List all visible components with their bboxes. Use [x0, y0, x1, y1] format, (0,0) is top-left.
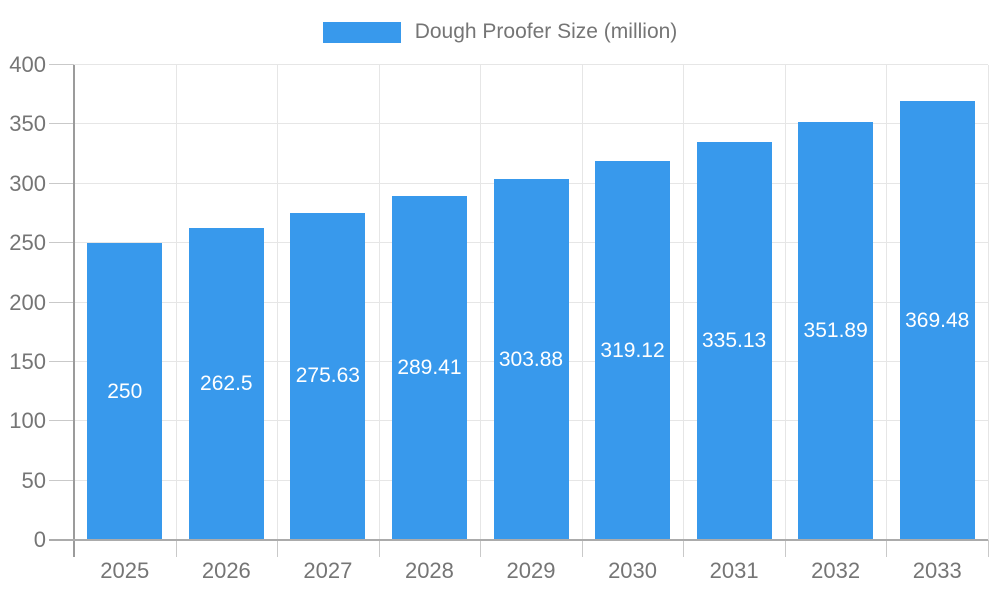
y-axis-label: 300 [9, 170, 46, 196]
y-tick [49, 123, 74, 125]
bar[interactable] [391, 196, 467, 540]
y-axis-label: 50 [21, 467, 46, 493]
x-tick [176, 540, 177, 557]
bar[interactable] [899, 101, 975, 540]
x-tick [988, 540, 989, 557]
y-tick [49, 301, 74, 303]
x-tick [886, 540, 887, 557]
x-axis-label: 2032 [811, 558, 861, 583]
bar-value-label: 369.48 [905, 308, 970, 332]
bar[interactable] [595, 161, 671, 540]
x-tick [683, 540, 684, 557]
bar[interactable] [188, 228, 264, 540]
x-tick [277, 540, 278, 557]
bar-value-label: 351.89 [803, 319, 868, 343]
x-gridline [582, 65, 583, 540]
y-axis-label: 250 [9, 230, 46, 256]
bar-value-label: 303.88 [498, 347, 564, 371]
y-axis-label: 100 [9, 408, 46, 434]
x-axis-label: 2030 [608, 558, 658, 583]
y-gridline [74, 123, 988, 125]
x-axis-label: 2028 [404, 558, 454, 583]
y-axis-label: 200 [9, 289, 46, 315]
y-tick [49, 242, 74, 244]
bar-value-label: 289.41 [397, 356, 462, 380]
x-gridline [480, 65, 481, 540]
y-axis-label: 350 [9, 111, 46, 137]
bar[interactable] [87, 243, 163, 540]
x-tick [480, 540, 481, 557]
x-gridline [785, 65, 786, 540]
x-gridline [277, 65, 278, 540]
y-tick [49, 360, 74, 362]
x-gridline [886, 65, 887, 540]
x-axis-label: 2031 [709, 558, 759, 583]
y-axis-label: 150 [9, 348, 46, 374]
x-axis-label: 2026 [201, 558, 251, 583]
bar-value-label: 262.5 [200, 372, 253, 396]
x-tick [582, 540, 583, 557]
x-axis-label: 2033 [912, 558, 962, 583]
x-axis-line [49, 539, 988, 541]
legend-swatch [322, 21, 401, 43]
y-tick [49, 64, 74, 65]
legend[interactable]: Dough Proofer Size (million) [0, 20, 1000, 44]
bar-value-label: 335.13 [701, 329, 767, 353]
x-gridline [176, 65, 177, 540]
y-tick [49, 479, 74, 481]
bar-value-label: 275.63 [295, 364, 360, 388]
x-tick [785, 540, 786, 557]
bar[interactable] [290, 212, 366, 540]
x-gridline [988, 65, 989, 540]
bar[interactable] [696, 142, 772, 540]
x-gridline [683, 65, 684, 540]
x-gridline [379, 65, 380, 540]
bar[interactable] [798, 122, 874, 540]
bar-value-label: 250 [107, 379, 143, 403]
y-axis-line [73, 65, 75, 557]
x-tick [379, 540, 380, 557]
bar[interactable] [493, 179, 569, 540]
x-axis-label: 2029 [506, 558, 556, 583]
plot-area: 250 262.5 275.63 289.41 303.88 319.12 335.13 35… [74, 64, 989, 541]
x-axis-label: 2025 [100, 558, 150, 583]
legend-label: Dough Proofer Size (million) [414, 20, 678, 43]
y-tick [49, 420, 74, 422]
y-gridline [74, 64, 988, 65]
bar-value-label: 319.12 [600, 338, 665, 362]
y-tick [49, 182, 74, 184]
y-axis-label: 400 [9, 52, 46, 77]
y-axis-label: 0 [33, 527, 46, 552]
x-axis-label: 2027 [303, 558, 353, 583]
